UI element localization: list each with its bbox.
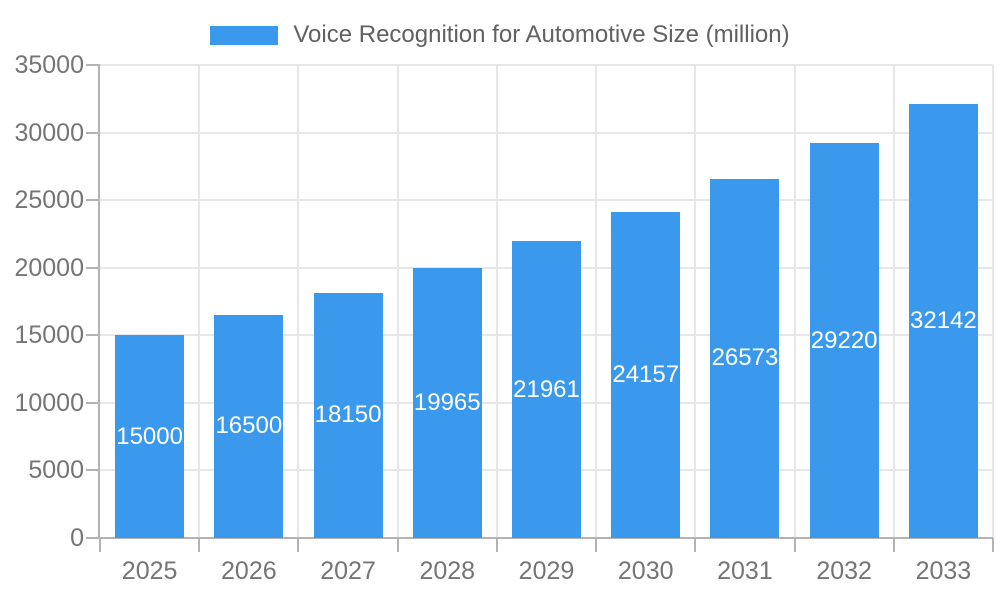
x-axis-tick-label: 2027 (320, 557, 376, 585)
x-gridline (892, 65, 895, 538)
y-axis-tick-label: 0 (70, 524, 84, 552)
y-axis-tick-label: 20000 (14, 253, 84, 282)
y-axis-tick (86, 64, 100, 66)
legend-swatch (210, 25, 279, 45)
bar-2029[interactable]: 21961 (512, 241, 581, 538)
bar-2031[interactable]: 26573 (710, 178, 780, 538)
bar-2032[interactable]: 29220 (809, 143, 879, 538)
x-axis-tick (198, 538, 201, 552)
bar-2025[interactable]: 15000 (115, 335, 185, 538)
x-gridline (694, 65, 697, 538)
x-axis-line (100, 537, 993, 539)
x-gridline (992, 65, 994, 538)
y-gridline (100, 199, 993, 202)
bar-value-label: 21961 (513, 375, 580, 403)
x-axis-tick-label: 2031 (717, 557, 773, 585)
y-axis-line (98, 65, 100, 538)
x-axis-tick (595, 538, 598, 552)
bar-2027[interactable]: 18150 (313, 292, 383, 538)
y-axis-tick-label: 5000 (28, 456, 84, 485)
bar-value-label: 32142 (910, 306, 977, 334)
x-axis-tick-label: 2033 (915, 557, 972, 585)
x-axis-tick (793, 538, 796, 552)
x-axis-tick (992, 538, 994, 552)
x-axis-tick (297, 538, 300, 552)
x-axis-tick-label: 2025 (121, 557, 178, 585)
x-axis-tick-label: 2032 (816, 557, 872, 585)
y-axis-tick-label: 10000 (14, 388, 84, 417)
bar-value-label: 19965 (413, 389, 481, 417)
bar-value-label: 18150 (314, 401, 382, 429)
x-axis-tick-label: 2030 (617, 557, 674, 585)
y-axis-tick (86, 199, 100, 202)
bar-value-label: 29220 (810, 326, 878, 354)
x-gridline (297, 65, 300, 538)
bar-value-label: 24157 (612, 360, 680, 388)
legend-label: Voice Recognition for Automotive Size (m… (293, 21, 790, 48)
y-axis-tick-label: 15000 (14, 321, 84, 350)
bar-2028[interactable]: 19965 (412, 268, 482, 538)
x-axis-tick (99, 538, 101, 552)
x-gridline (793, 65, 796, 538)
y-axis-tick-label: 25000 (14, 186, 84, 215)
x-axis-tick-label: 2028 (419, 557, 476, 585)
bar-value-label: 16500 (215, 412, 283, 440)
bar-2026[interactable]: 16500 (214, 315, 284, 538)
y-gridline (100, 64, 993, 66)
bar-value-label: 15000 (116, 422, 183, 450)
y-axis-tick-label: 35000 (14, 51, 84, 79)
x-axis-tick (694, 538, 697, 552)
x-gridline (595, 65, 598, 538)
y-axis-tick (86, 334, 100, 337)
x-gridline (396, 65, 399, 538)
x-axis-tick (495, 538, 498, 552)
y-axis-tick (86, 131, 100, 134)
y-axis-tick (86, 266, 100, 269)
y-axis-tick-label: 30000 (14, 118, 84, 147)
x-gridline (495, 65, 498, 538)
y-axis-tick (86, 401, 100, 404)
x-gridline (198, 65, 201, 538)
x-axis-tick-label: 2026 (221, 557, 277, 585)
x-axis-tick (396, 538, 399, 552)
y-axis-tick (86, 469, 100, 472)
x-axis-tick-label: 2029 (518, 557, 575, 585)
bar-2033[interactable]: 32142 (908, 103, 978, 538)
y-axis-tick (86, 537, 100, 539)
x-axis-tick (892, 538, 895, 552)
chart-legend: Voice Recognition for Automotive Size (m… (0, 20, 1000, 50)
bar-value-label: 26573 (711, 344, 779, 372)
y-gridline (100, 131, 993, 134)
bar-2030[interactable]: 24157 (611, 211, 681, 538)
